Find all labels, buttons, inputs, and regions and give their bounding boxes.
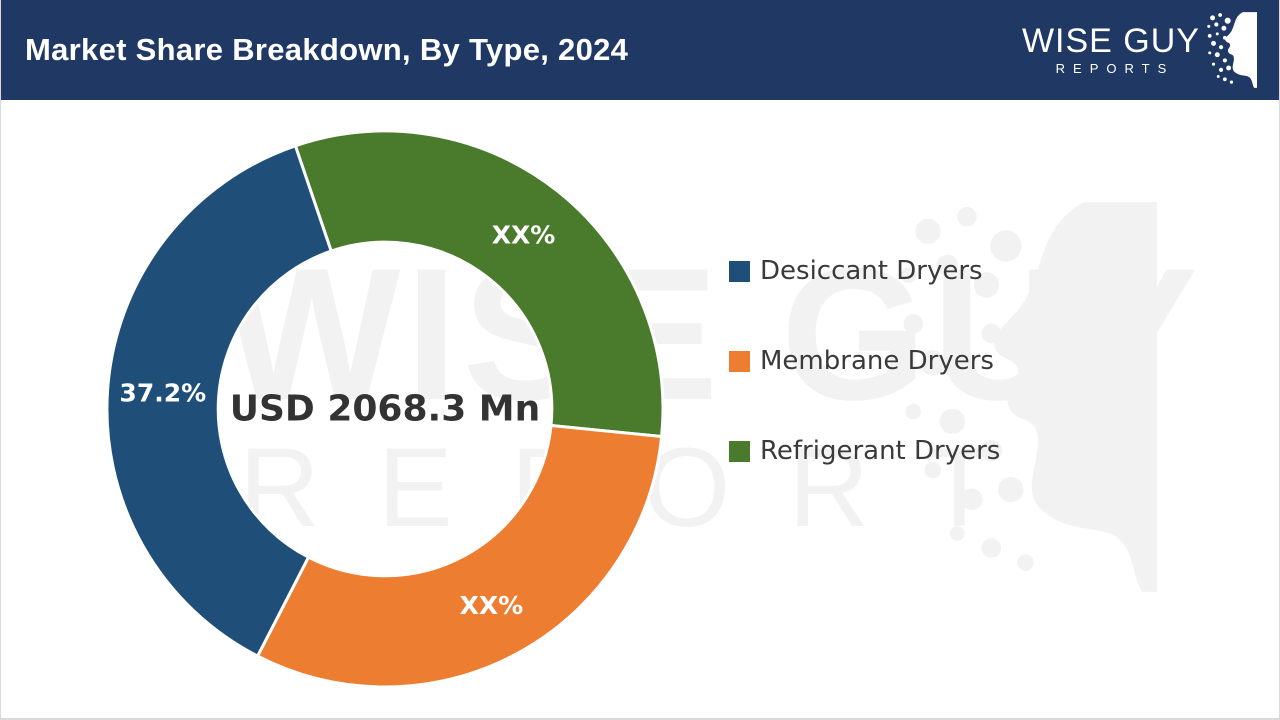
legend-swatch-desiccant [729, 260, 750, 282]
chart-center-value: USD 2068.3 Mn [229, 388, 541, 430]
legend-swatch-refrigerant [729, 440, 750, 462]
segment-label-desiccant-dryers: 37.2% [119, 379, 206, 408]
logo-subtext: REPORTS [1055, 61, 1175, 76]
segment-label-refrigerant-dryers: XX% [492, 221, 556, 250]
logo-text: WISE GUY REPORTS [1022, 24, 1200, 76]
face-watermark-icon [900, 202, 1157, 592]
legend-item-membrane-dryers: Membrane Dryers [729, 346, 994, 376]
chart-area: WISE GUY REPORTS XX% XX% 37.2% USD 2068.3 … [1, 100, 1279, 718]
legend-label: Membrane Dryers [760, 346, 994, 376]
header-bar: Market Share Breakdown, By Type, 2024 WI… [1, 0, 1279, 100]
segment-label-membrane-dryers: XX% [460, 591, 524, 620]
wise-guy-reports-logo: WISE GUY REPORTS [1022, 12, 1257, 88]
donut-chart: XX% XX% 37.2% [105, 129, 665, 689]
legend-swatch-membrane [729, 350, 750, 372]
page-title: Market Share Breakdown, By Type, 2024 [25, 32, 629, 67]
watermark-subtext: REPORTS [239, 425, 1185, 550]
face-profile-icon [1207, 12, 1257, 88]
logo-wordmark: WISE GUY [1021, 22, 1200, 60]
legend-label: Desiccant Dryers [760, 256, 983, 286]
segment-membrane-dryers [256, 424, 664, 689]
legend: Desiccant Dryers Membrane Dryers Refrige… [729, 100, 1149, 718]
legend-item-refrigerant-dryers: Refrigerant Dryers [729, 436, 1000, 466]
legend-label: Refrigerant Dryers [760, 436, 1001, 466]
segment-desiccant-dryers [105, 144, 333, 658]
segment-refrigerant-dryers [293, 129, 665, 438]
legend-item-desiccant-dryers: Desiccant Dryers [729, 256, 983, 286]
